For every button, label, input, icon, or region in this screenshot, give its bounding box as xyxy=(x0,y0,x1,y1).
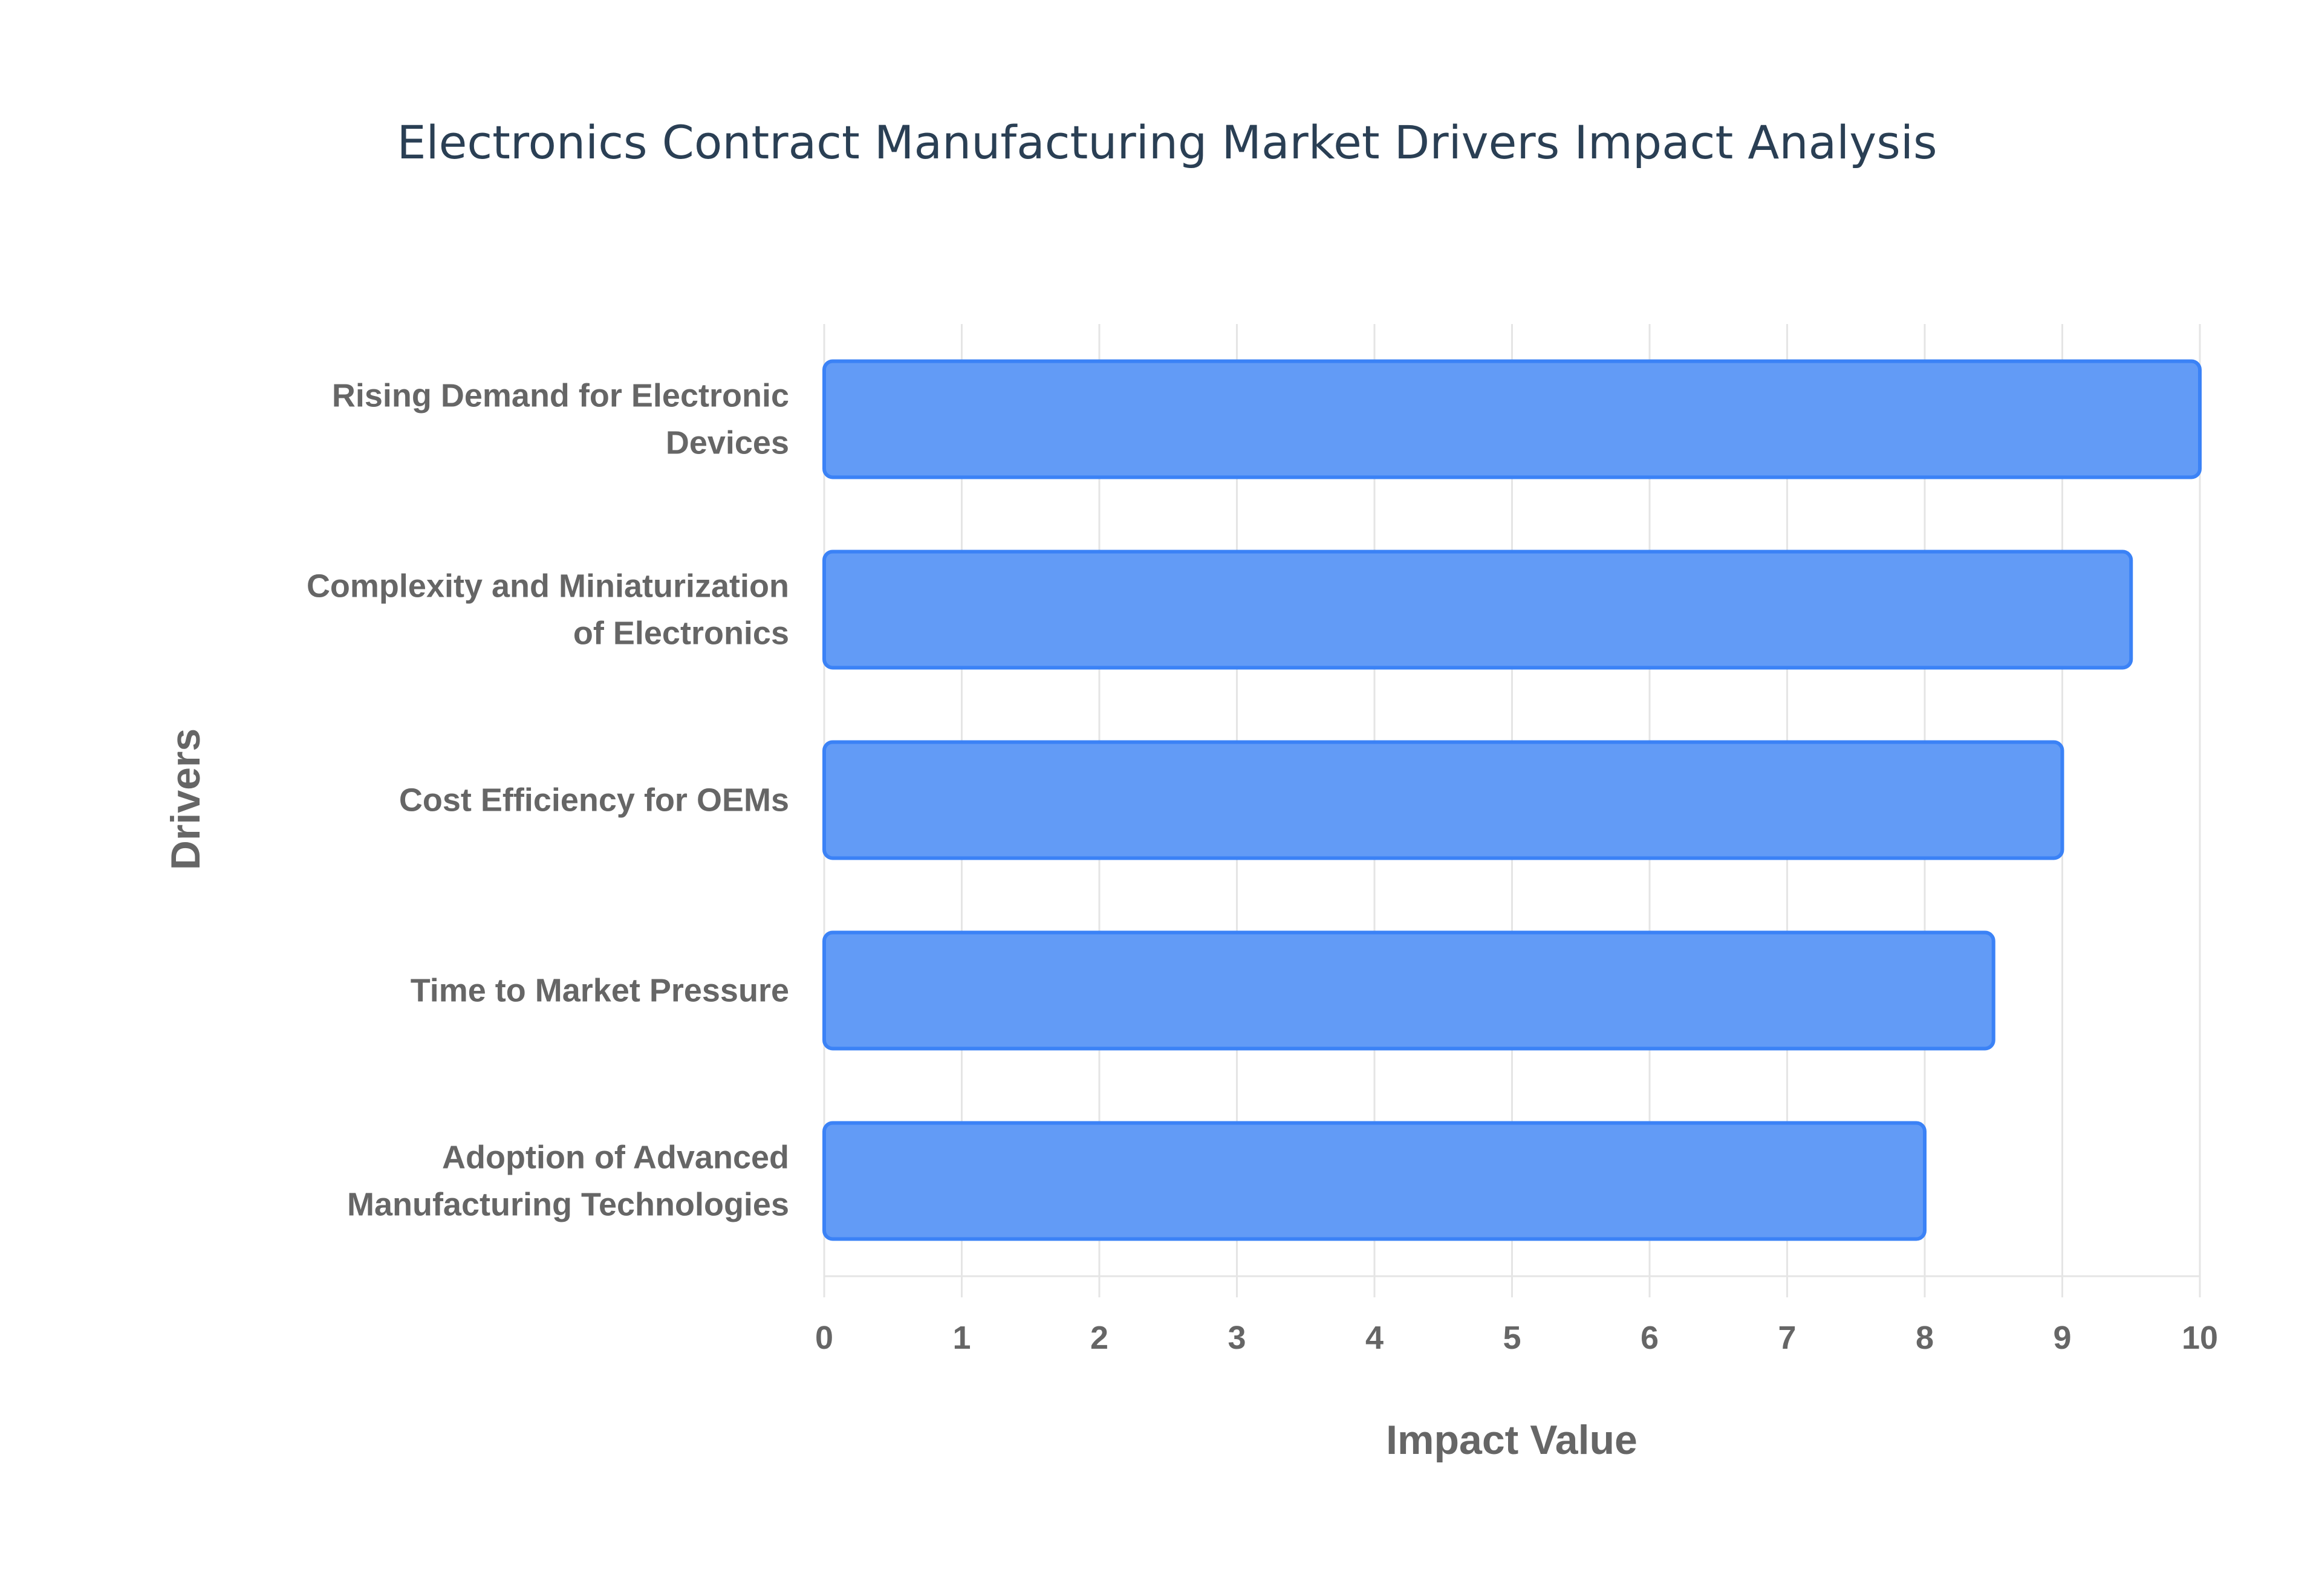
x-tick-label: 5 xyxy=(1503,1320,1521,1356)
category-label: Adoption of Advanced xyxy=(442,1140,789,1176)
x-tick-label: 2 xyxy=(1090,1320,1108,1356)
x-tick-label: 3 xyxy=(1228,1320,1246,1356)
x-tick-label: 1 xyxy=(952,1320,971,1356)
bar[interactable] xyxy=(822,930,1995,1051)
category-labels: Rising Demand for Electronic Devices Compl… xyxy=(307,378,789,1223)
x-tick-label: 8 xyxy=(1916,1320,1934,1356)
x-tick-label: 0 xyxy=(815,1320,833,1356)
category-label: Cost Efficiency for OEMs xyxy=(399,782,789,819)
category-label: Manufacturing Technologies xyxy=(347,1187,789,1223)
bar[interactable] xyxy=(822,740,2064,860)
category-label: of Electronics xyxy=(573,615,789,652)
bars xyxy=(822,359,2202,1241)
chart-title: Electronics Contract Manufacturing Marke… xyxy=(397,115,1937,169)
y-axis-title: Drivers xyxy=(163,728,209,870)
category-label: Complexity and Miniaturization xyxy=(307,568,789,605)
x-axis-title: Impact Value xyxy=(1386,1417,1637,1463)
category-label: Rising Demand for Electronic xyxy=(332,378,789,414)
x-tick-label: 9 xyxy=(2053,1320,2071,1356)
x-tick-labels: 0 1 2 3 4 5 6 7 8 9 10 xyxy=(815,1320,2218,1356)
category-label: Time to Market Pressure xyxy=(411,973,789,1009)
bar[interactable] xyxy=(822,1121,1927,1241)
category-label: Devices xyxy=(666,425,789,461)
x-tick-label: 7 xyxy=(1778,1320,1796,1356)
x-tick-label: 6 xyxy=(1641,1320,1659,1356)
x-tick-label: 4 xyxy=(1365,1320,1384,1356)
bar[interactable] xyxy=(822,359,2202,479)
bar[interactable] xyxy=(822,550,2133,670)
x-tick-label: 10 xyxy=(2182,1320,2218,1356)
